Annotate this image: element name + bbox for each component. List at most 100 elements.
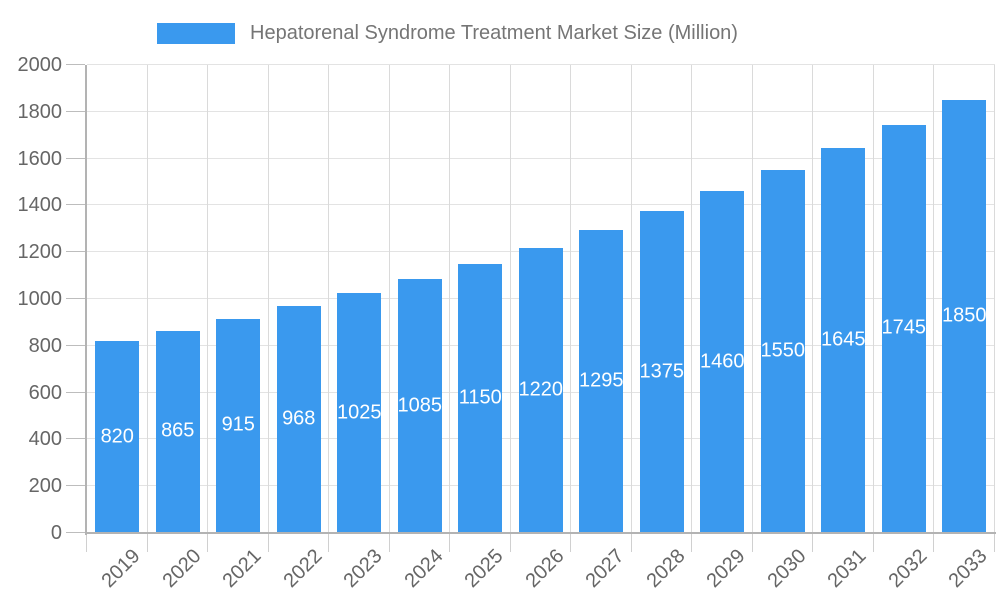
- v-gridline: [872, 65, 874, 533]
- bar-value-label: 820: [100, 425, 134, 448]
- bar-value-label: 1150: [458, 386, 502, 409]
- bar[interactable]: [942, 100, 987, 532]
- v-gridline: [509, 65, 511, 533]
- v-gridline: [630, 65, 632, 533]
- v-gridline: [328, 65, 329, 533]
- x-axis-tick-label: 2023: [339, 545, 387, 593]
- y-axis-tick-label: 1400: [17, 194, 63, 217]
- bar-value-label: 1025: [337, 401, 382, 424]
- x-axis-tick-label: 2029: [702, 545, 750, 593]
- y-axis-tick: [66, 64, 85, 65]
- v-gridline: [388, 65, 390, 533]
- h-gridline: [87, 110, 995, 112]
- h-gridline: [87, 204, 995, 206]
- y-axis-tick: [66, 251, 85, 253]
- v-gridline: [933, 65, 934, 533]
- x-axis-tick: [388, 534, 390, 552]
- legend-item[interactable]: Hepatorenal Syndrome Treatment Market Si…: [157, 22, 738, 45]
- bar-value-label: 915: [221, 413, 255, 436]
- bar[interactable]: [579, 229, 624, 532]
- v-gridline: [570, 65, 571, 533]
- bar-value-label: 1850: [942, 304, 987, 327]
- y-axis-tick-label: 1000: [17, 288, 63, 310]
- x-axis-tick-label: 2027: [581, 545, 629, 593]
- bar-value-label: 1460: [700, 350, 745, 373]
- y-axis-tick: [66, 344, 85, 346]
- bar-value-label: 1085: [397, 394, 443, 417]
- y-axis-tick-label: 2000: [17, 54, 63, 76]
- bar-value-label: 1220: [518, 378, 564, 401]
- x-axis-tick: [267, 534, 269, 552]
- x-axis-tick: [630, 534, 632, 552]
- y-axis-tick-label: 400: [28, 428, 62, 451]
- bar[interactable]: [276, 306, 321, 532]
- bar[interactable]: [397, 279, 442, 532]
- x-axis-tick-label: 2021: [218, 545, 266, 593]
- bar[interactable]: [639, 211, 684, 532]
- y-axis-tick: [66, 204, 85, 206]
- x-axis-tick: [207, 534, 208, 552]
- x-axis-tick: [146, 534, 148, 552]
- bar[interactable]: [337, 293, 382, 532]
- bar[interactable]: [881, 124, 926, 532]
- bar-value-label: 865: [161, 419, 195, 442]
- bar-value-label: 1550: [760, 339, 806, 362]
- bar[interactable]: [95, 341, 140, 532]
- x-axis-tick-label: 2020: [158, 545, 206, 593]
- x-axis-tick: [86, 534, 87, 552]
- x-axis-tick: [691, 534, 692, 552]
- bar[interactable]: [518, 247, 563, 532]
- x-axis-tick-label: 2032: [884, 545, 932, 593]
- bar-value-label: 1645: [821, 328, 866, 351]
- y-axis-tick: [66, 110, 85, 112]
- legend-swatch-icon: [157, 23, 235, 44]
- x-axis-tick: [872, 534, 874, 552]
- h-gridline: [87, 64, 995, 65]
- bar-value-label: 968: [282, 407, 316, 430]
- x-axis-tick-label: 2028: [642, 545, 690, 593]
- y-axis-tick: [66, 157, 85, 159]
- v-gridline: [691, 65, 692, 533]
- bar[interactable]: [458, 263, 503, 532]
- x-axis-tick-label: 2025: [460, 545, 508, 593]
- x-axis-tick-label: 2022: [279, 545, 327, 593]
- x-axis-tick: [328, 534, 329, 552]
- bar[interactable]: [760, 170, 805, 532]
- y-axis-line: [85, 65, 87, 535]
- bar[interactable]: [821, 148, 866, 532]
- x-axis-line: [85, 532, 996, 534]
- v-gridline: [993, 65, 995, 533]
- y-axis-tick-label: 1200: [17, 241, 63, 264]
- x-axis-tick: [751, 534, 753, 552]
- x-axis-tick: [993, 534, 995, 552]
- v-gridline: [751, 65, 753, 533]
- bar-value-label: 1295: [579, 369, 624, 392]
- x-axis-tick: [449, 534, 450, 552]
- x-axis-tick-label: 2031: [823, 545, 871, 593]
- y-axis-tick: [66, 438, 85, 440]
- bar[interactable]: [216, 318, 261, 532]
- x-axis-tick: [812, 534, 813, 552]
- v-gridline: [267, 65, 269, 533]
- y-axis-tick-label: 800: [28, 334, 62, 357]
- bar[interactable]: [700, 191, 745, 532]
- y-axis-tick: [66, 532, 85, 533]
- x-axis-tick-label: 2033: [944, 545, 992, 593]
- x-axis-tick-label: 2019: [97, 545, 145, 593]
- h-gridline: [87, 157, 995, 159]
- v-gridline: [449, 65, 450, 533]
- x-axis-tick-label: 2024: [400, 545, 448, 593]
- x-axis-tick-label: 2030: [763, 545, 811, 593]
- y-axis-tick-label: 1800: [17, 100, 63, 123]
- bar-value-label: 1745: [881, 316, 927, 339]
- y-axis-tick-label: 600: [28, 381, 62, 404]
- y-axis-tick: [66, 298, 85, 299]
- x-axis-tick: [933, 534, 934, 552]
- bar[interactable]: [155, 330, 200, 532]
- y-axis-tick-label: 200: [28, 475, 62, 498]
- bar-value-label: 1375: [639, 360, 685, 383]
- y-axis-tick: [66, 391, 85, 393]
- v-gridline: [146, 65, 148, 533]
- legend-label: Hepatorenal Syndrome Treatment Market Si…: [250, 22, 738, 44]
